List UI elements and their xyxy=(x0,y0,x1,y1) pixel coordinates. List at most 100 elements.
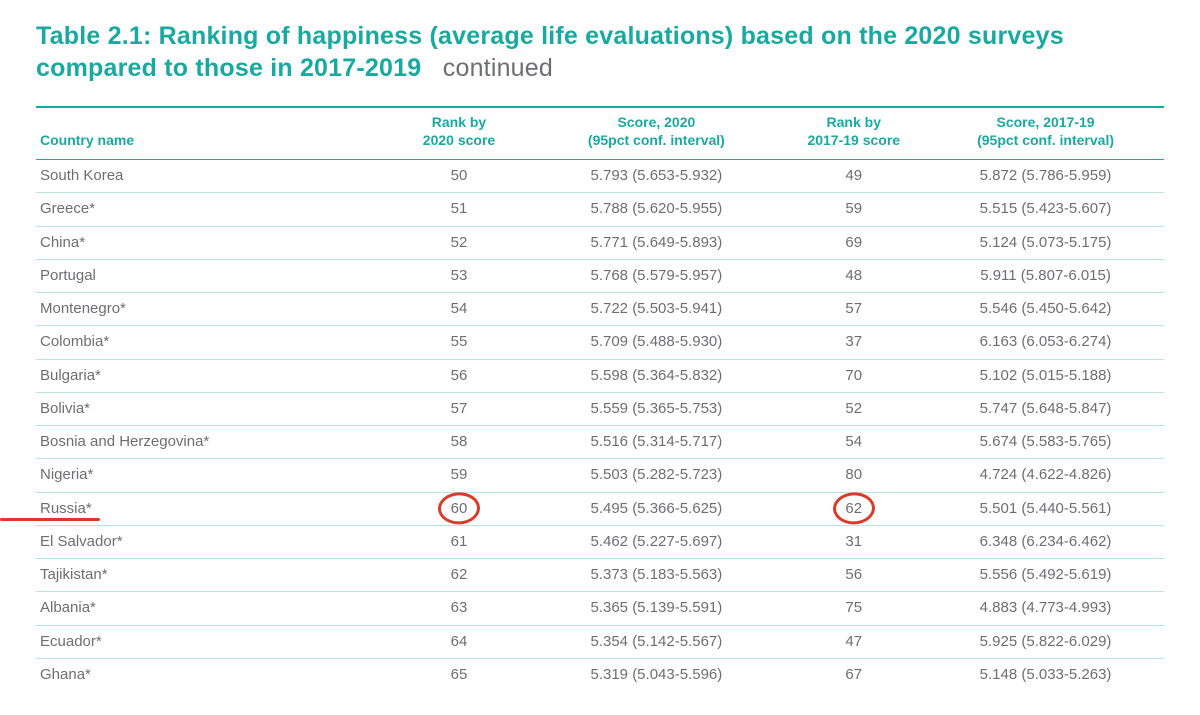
cell-score-1719: 5.515 (5.423-5.607) xyxy=(927,193,1164,226)
table-container: Country name Rank by2020 score Score, 20… xyxy=(36,106,1164,691)
cell-country: Bulgaria* xyxy=(36,359,386,392)
cell-score-1719: 5.556 (5.492-5.619) xyxy=(927,559,1164,592)
cell-rank-1719: 62 xyxy=(780,492,927,525)
cell-score-2020: 5.768 (5.579-5.957) xyxy=(532,259,780,292)
cell-score-2020: 5.793 (5.653-5.932) xyxy=(532,160,780,193)
cell-rank-2020: 57 xyxy=(386,392,533,425)
cell-score-2020: 5.598 (5.364-5.832) xyxy=(532,359,780,392)
cell-rank-1719: 69 xyxy=(780,226,927,259)
cell-score-1719: 6.348 (6.234-6.462) xyxy=(927,525,1164,558)
table-row: South Korea505.793 (5.653-5.932)495.872 … xyxy=(36,160,1164,193)
cell-rank-2020: 64 xyxy=(386,625,533,658)
cell-rank-2020: 58 xyxy=(386,426,533,459)
cell-rank-1719: 67 xyxy=(780,658,927,691)
cell-rank-1719: 52 xyxy=(780,392,927,425)
table-row: Montenegro*545.722 (5.503-5.941)575.546 … xyxy=(36,293,1164,326)
table-row: Portugal535.768 (5.579-5.957)485.911 (5.… xyxy=(36,259,1164,292)
cell-score-2020: 5.788 (5.620-5.955) xyxy=(532,193,780,226)
cell-score-2020: 5.319 (5.043-5.596) xyxy=(532,658,780,691)
cell-rank-2020: 55 xyxy=(386,326,533,359)
cell-rank-1719: 75 xyxy=(780,592,927,625)
page: Table 2.1: Ranking of happiness (average… xyxy=(0,0,1200,715)
cell-score-1719: 5.747 (5.648-5.847) xyxy=(927,392,1164,425)
cell-score-1719: 6.163 (6.053-6.274) xyxy=(927,326,1164,359)
col-score-1719: Score, 2017-19(95pct conf. interval) xyxy=(927,108,1164,160)
cell-score-2020: 5.373 (5.183-5.563) xyxy=(532,559,780,592)
cell-score-2020: 5.709 (5.488-5.930) xyxy=(532,326,780,359)
cell-country: Greece* xyxy=(36,193,386,226)
cell-score-1719: 5.674 (5.583-5.765) xyxy=(927,426,1164,459)
cell-country: South Korea xyxy=(36,160,386,193)
table-title: Table 2.1: Ranking of happiness (average… xyxy=(36,20,1164,84)
table-row: Greece*515.788 (5.620-5.955)595.515 (5.4… xyxy=(36,193,1164,226)
cell-country: Ghana* xyxy=(36,658,386,691)
cell-rank-1719: 49 xyxy=(780,160,927,193)
cell-rank-2020: 63 xyxy=(386,592,533,625)
col-score-2020: Score, 2020(95pct conf. interval) xyxy=(532,108,780,160)
cell-country: China* xyxy=(36,226,386,259)
table-row: Ecuador*645.354 (5.142-5.567)475.925 (5.… xyxy=(36,625,1164,658)
table-row: China*525.771 (5.649-5.893)695.124 (5.07… xyxy=(36,226,1164,259)
cell-rank-2020: 53 xyxy=(386,259,533,292)
cell-country: Montenegro* xyxy=(36,293,386,326)
cell-score-1719: 5.911 (5.807-6.015) xyxy=(927,259,1164,292)
cell-rank-1719: 59 xyxy=(780,193,927,226)
cell-score-2020: 5.365 (5.139-5.591) xyxy=(532,592,780,625)
cell-score-2020: 5.722 (5.503-5.941) xyxy=(532,293,780,326)
table-body: South Korea505.793 (5.653-5.932)495.872 … xyxy=(36,160,1164,692)
table-row: Colombia*555.709 (5.488-5.930)376.163 (6… xyxy=(36,326,1164,359)
cell-country: Nigeria* xyxy=(36,459,386,492)
cell-rank-2020: 52 xyxy=(386,226,533,259)
cell-rank-1719: 80 xyxy=(780,459,927,492)
col-rank-2020: Rank by2020 score xyxy=(386,108,533,160)
cell-rank-1719: 57 xyxy=(780,293,927,326)
cell-rank-2020: 65 xyxy=(386,658,533,691)
cell-score-2020: 5.462 (5.227-5.697) xyxy=(532,525,780,558)
cell-country: Albania* xyxy=(36,592,386,625)
cell-score-1719: 5.102 (5.015-5.188) xyxy=(927,359,1164,392)
cell-score-1719: 5.872 (5.786-5.959) xyxy=(927,160,1164,193)
cell-country: Bolivia* xyxy=(36,392,386,425)
cell-rank-2020: 50 xyxy=(386,160,533,193)
cell-country: El Salvador* xyxy=(36,525,386,558)
table-row: Russia*605.495 (5.366-5.625)625.501 (5.4… xyxy=(36,492,1164,525)
table-row: Bolivia*575.559 (5.365-5.753)525.747 (5.… xyxy=(36,392,1164,425)
col-rank-1719: Rank by2017-19 score xyxy=(780,108,927,160)
cell-score-2020: 5.354 (5.142-5.567) xyxy=(532,625,780,658)
cell-rank-1719: 31 xyxy=(780,525,927,558)
cell-rank-1719: 70 xyxy=(780,359,927,392)
cell-rank-1719: 47 xyxy=(780,625,927,658)
cell-country: Russia* xyxy=(36,492,386,525)
cell-rank-2020: 61 xyxy=(386,525,533,558)
cell-score-2020: 5.503 (5.282-5.723) xyxy=(532,459,780,492)
cell-score-2020: 5.495 (5.366-5.625) xyxy=(532,492,780,525)
cell-rank-2020: 60 xyxy=(386,492,533,525)
cell-score-2020: 5.771 (5.649-5.893) xyxy=(532,226,780,259)
cell-rank-2020: 54 xyxy=(386,293,533,326)
happiness-table: Country name Rank by2020 score Score, 20… xyxy=(36,108,1164,691)
cell-country: Ecuador* xyxy=(36,625,386,658)
table-head: Country name Rank by2020 score Score, 20… xyxy=(36,108,1164,160)
cell-rank-2020: 51 xyxy=(386,193,533,226)
table-row: El Salvador*615.462 (5.227-5.697)316.348… xyxy=(36,525,1164,558)
cell-rank-2020: 62 xyxy=(386,559,533,592)
cell-score-2020: 5.559 (5.365-5.753) xyxy=(532,392,780,425)
cell-score-1719: 5.925 (5.822-6.029) xyxy=(927,625,1164,658)
cell-country: Colombia* xyxy=(36,326,386,359)
cell-country: Bosnia and Herzegovina* xyxy=(36,426,386,459)
header-row: Country name Rank by2020 score Score, 20… xyxy=(36,108,1164,160)
cell-score-1719: 5.546 (5.450-5.642) xyxy=(927,293,1164,326)
cell-rank-1719: 56 xyxy=(780,559,927,592)
table-row: Nigeria*595.503 (5.282-5.723)804.724 (4.… xyxy=(36,459,1164,492)
cell-score-1719: 5.501 (5.440-5.561) xyxy=(927,492,1164,525)
table-row: Bosnia and Herzegovina*585.516 (5.314-5.… xyxy=(36,426,1164,459)
cell-score-1719: 5.124 (5.073-5.175) xyxy=(927,226,1164,259)
cell-score-1719: 4.883 (4.773-4.993) xyxy=(927,592,1164,625)
table-row: Albania*635.365 (5.139-5.591)754.883 (4.… xyxy=(36,592,1164,625)
table-row: Bulgaria*565.598 (5.364-5.832)705.102 (5… xyxy=(36,359,1164,392)
cell-rank-1719: 48 xyxy=(780,259,927,292)
cell-rank-1719: 37 xyxy=(780,326,927,359)
cell-rank-1719: 54 xyxy=(780,426,927,459)
cell-country: Portugal xyxy=(36,259,386,292)
table-row: Tajikistan*625.373 (5.183-5.563)565.556 … xyxy=(36,559,1164,592)
